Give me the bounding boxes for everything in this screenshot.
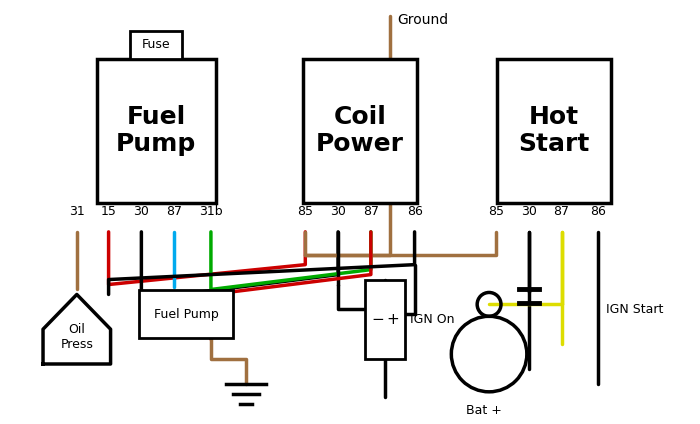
Text: Oil
Press: Oil Press — [60, 323, 93, 351]
Bar — [496, 59, 611, 203]
Text: 87: 87 — [363, 205, 379, 218]
Text: 15: 15 — [101, 205, 116, 218]
Bar — [303, 59, 417, 203]
Text: 31b: 31b — [199, 205, 223, 218]
Text: Fuel Pump: Fuel Pump — [154, 308, 218, 321]
Text: IGN Start: IGN Start — [606, 303, 664, 316]
Text: 87: 87 — [166, 205, 182, 218]
Text: Hot
Start: Hot Start — [518, 105, 589, 156]
Text: Fuse: Fuse — [142, 38, 171, 51]
Text: 31: 31 — [69, 205, 85, 218]
Text: Bat +: Bat + — [466, 404, 502, 417]
Text: 86: 86 — [590, 205, 606, 218]
Text: 30: 30 — [134, 205, 149, 218]
Text: 86: 86 — [407, 205, 423, 218]
Text: 87: 87 — [554, 205, 570, 218]
Text: −: − — [372, 312, 384, 327]
Bar — [97, 59, 216, 203]
Bar — [139, 290, 233, 338]
Text: 30: 30 — [330, 205, 346, 218]
Text: 30: 30 — [521, 205, 537, 218]
Text: 85: 85 — [488, 205, 504, 218]
Bar — [130, 31, 182, 59]
Text: +: + — [386, 312, 399, 327]
Text: Coil
Power: Coil Power — [316, 105, 404, 156]
Text: Ground: Ground — [398, 13, 449, 27]
Bar — [365, 279, 405, 359]
Text: IGN On: IGN On — [410, 313, 454, 326]
Text: Fuel
Pump: Fuel Pump — [116, 105, 197, 156]
Text: 85: 85 — [298, 205, 314, 218]
